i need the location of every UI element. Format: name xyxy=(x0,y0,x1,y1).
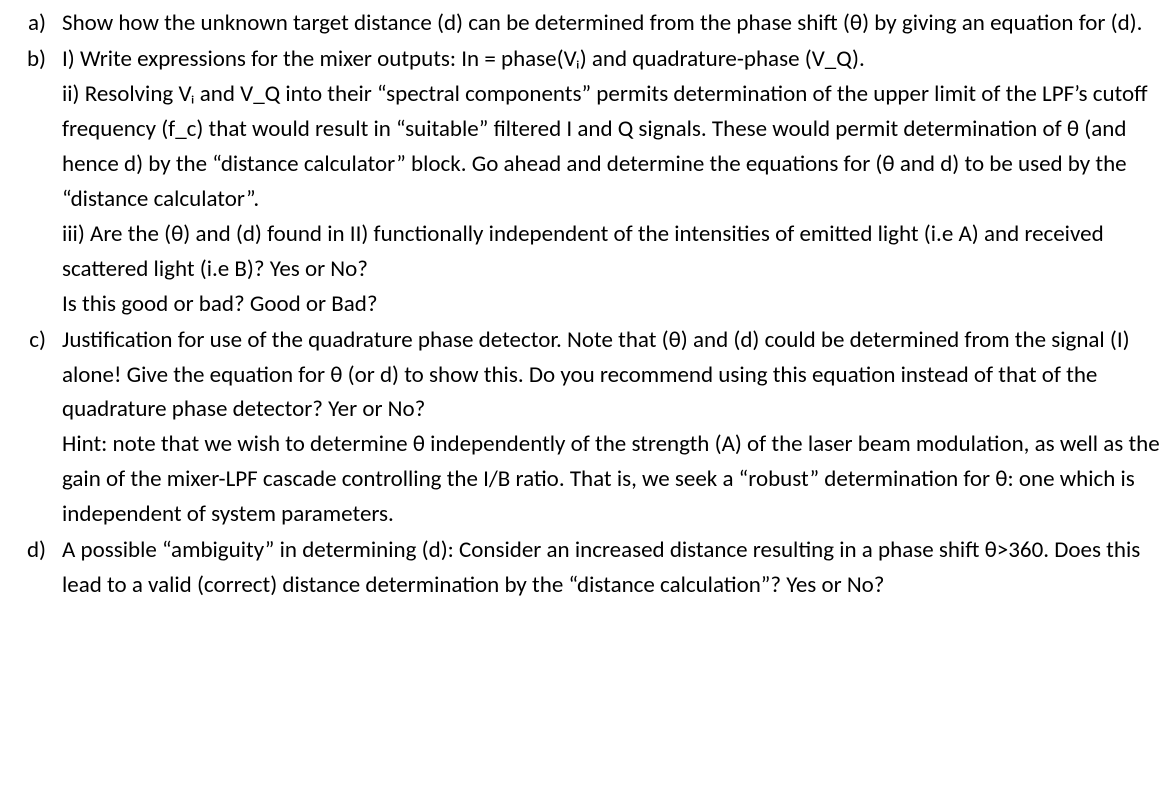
paragraph: Justification for use of the quadrature … xyxy=(62,323,1161,428)
item-body: A possible “ambiguity” in determining (d… xyxy=(62,533,1161,603)
item-label-b: b) xyxy=(0,42,62,77)
item-label-a: a) xyxy=(0,6,62,41)
list-item: c) Justification for use of the quadratu… xyxy=(0,323,1161,533)
list-item: b) I) Write expressions for the mixer ou… xyxy=(0,42,1161,322)
item-body: Show how the unknown target distance (d)… xyxy=(62,6,1161,41)
paragraph: iii) Are the (θ) and (d) found in II) fu… xyxy=(62,217,1161,287)
paragraph: Hint: note that we wish to determine θ i… xyxy=(62,427,1161,532)
document-page: a) Show how the unknown target distance … xyxy=(0,0,1173,788)
paragraph: I) Write expressions for the mixer outpu… xyxy=(62,42,1161,77)
item-label-d: d) xyxy=(0,533,62,568)
paragraph: ii) Resolving Vᵢ and V_Q into their “spe… xyxy=(62,77,1161,217)
list-item: a) Show how the unknown target distance … xyxy=(0,6,1161,41)
paragraph: Is this good or bad? Good or Bad? xyxy=(62,287,1161,322)
paragraph: Show how the unknown target distance (d)… xyxy=(62,6,1161,41)
paragraph: A possible “ambiguity” in determining (d… xyxy=(62,533,1161,603)
list-item: d) A possible “ambiguity” in determining… xyxy=(0,533,1161,603)
item-body: I) Write expressions for the mixer outpu… xyxy=(62,42,1161,322)
item-body: Justification for use of the quadrature … xyxy=(62,323,1161,533)
item-label-c: c) xyxy=(0,323,62,358)
